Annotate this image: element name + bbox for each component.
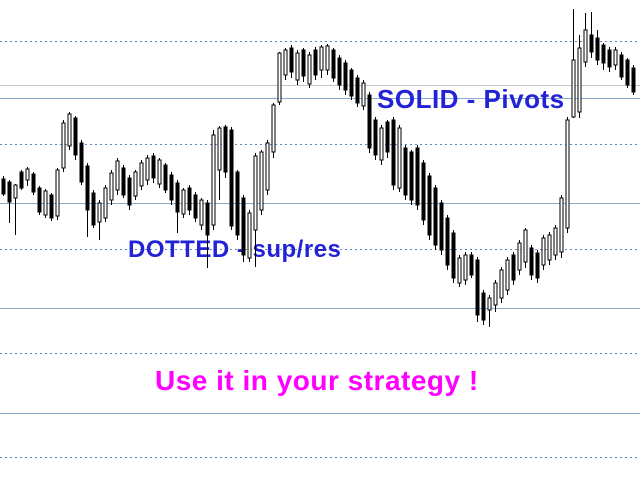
solid-pivots-label: SOLID - Pivots — [377, 84, 565, 114]
strategy-note-label: Use it in your strategy ! — [155, 365, 479, 396]
dotted-supres-label: DOTTED - sup/res — [128, 236, 342, 263]
